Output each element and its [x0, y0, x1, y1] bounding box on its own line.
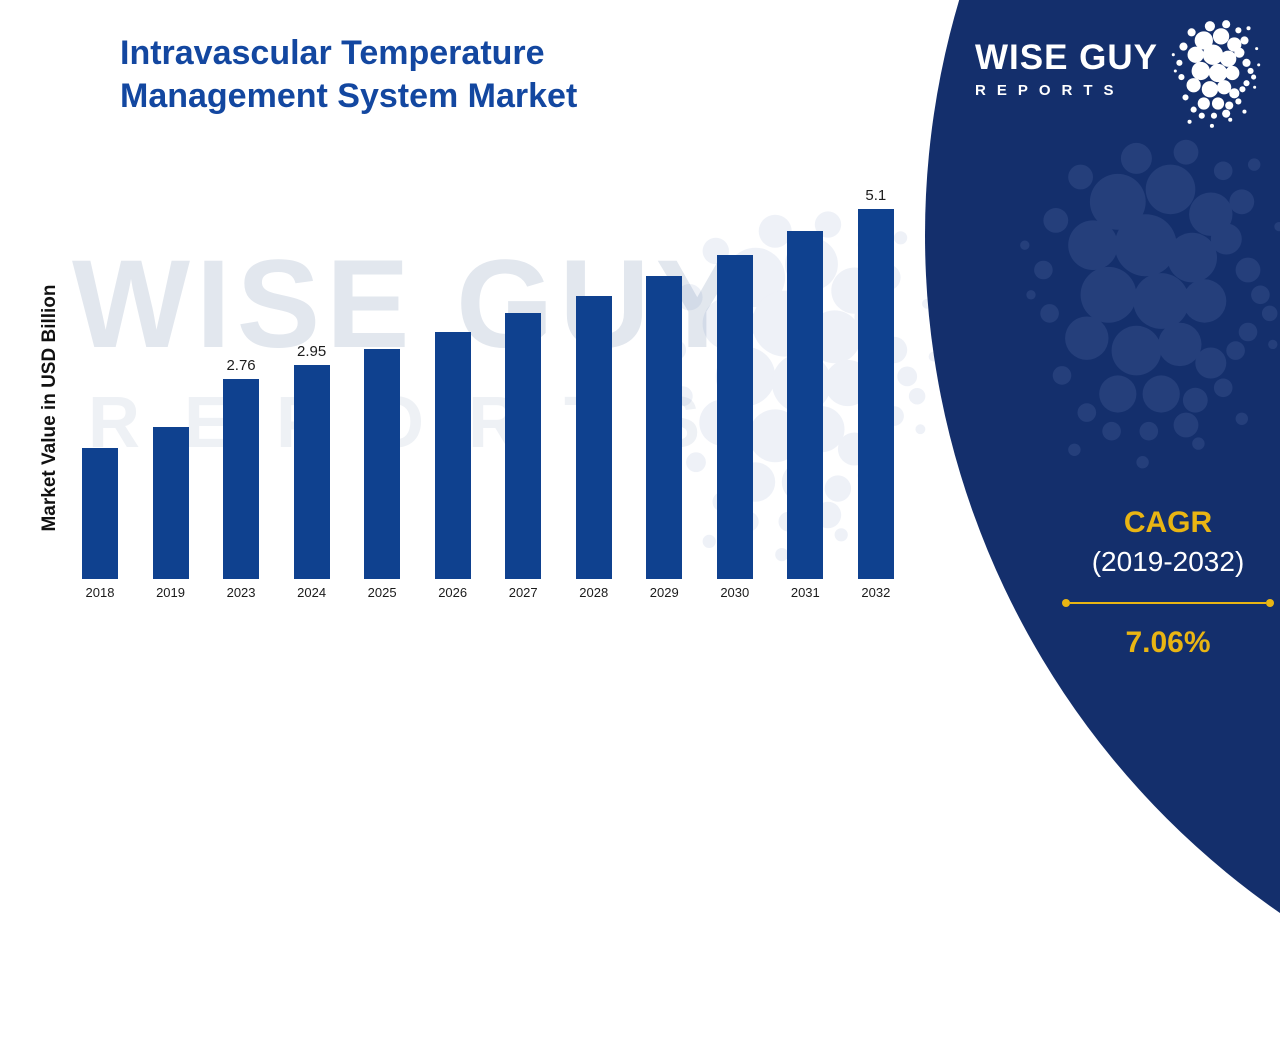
brand-logo: WISE GUY REPORTS [975, 38, 1158, 99]
divider-dot-right [1266, 599, 1274, 607]
bar-column: 2026 [433, 168, 473, 603]
bar [82, 448, 118, 579]
bar [223, 379, 260, 579]
watermark-wiseguy-text: WISE GUY [72, 235, 746, 374]
bar [716, 255, 753, 579]
divider-line [1070, 602, 1266, 604]
bar-column: 2030 [715, 168, 755, 603]
bar [293, 365, 330, 579]
bar-column: 2018 [80, 168, 120, 603]
bar-column: 2027 [503, 168, 543, 603]
bar-value-label: 2.76 [226, 357, 256, 374]
bar [575, 296, 612, 579]
bar-column: 5.1 2032 [856, 168, 896, 603]
bar [434, 332, 471, 579]
bar [152, 427, 189, 579]
page-title: Intravascular Temperature Management Sys… [120, 32, 577, 117]
bar-column: 2025 [362, 168, 402, 603]
cagr-block: CAGR (2019-2032) 7.06% [1062, 506, 1274, 660]
bar-column: 2028 [574, 168, 614, 603]
bar-value-label: 2.95 [296, 343, 327, 360]
bar-column: 2031 [785, 168, 825, 603]
bar [364, 349, 401, 579]
x-axis-tick-label: 2027 [508, 585, 538, 600]
divider-dot-left [1062, 599, 1070, 607]
cagr-label: CAGR [1123, 506, 1213, 539]
x-axis-tick-label: 2026 [438, 585, 468, 600]
bar [787, 231, 824, 579]
brand-logo-name: WISE GUY [975, 38, 1159, 77]
brand-logo-head-icon [1165, 12, 1267, 134]
x-axis-tick-label: 2019 [156, 585, 185, 600]
bar-chart: 2018 2019 2.76 2023 2.95 2024 2025 2026 2027 2028… [80, 168, 896, 603]
x-axis-tick-label: 2031 [790, 585, 820, 600]
x-axis-tick-label: 2018 [85, 585, 115, 600]
infographic-canvas: WISE GUY REPORTS Intravascular Temperatu… [39, 0, 1280, 1060]
x-axis-tick-label: 2028 [579, 585, 609, 600]
bar [505, 313, 542, 579]
bar [857, 209, 894, 579]
panel-head-silhouette-icon [1000, 115, 1280, 487]
cagr-range: (2019-2032) [1091, 546, 1245, 577]
cagr-divider [1062, 599, 1274, 607]
bar-value-label: 5.1 [865, 187, 887, 204]
bar [646, 276, 683, 579]
x-axis-tick-label: 2029 [649, 585, 679, 600]
page-title-line2: Management System Market [120, 76, 578, 115]
x-axis-tick-label: 2023 [226, 585, 256, 600]
x-axis-tick-label: 2030 [720, 585, 750, 600]
y-axis-label: Market Value in USD Billion [39, 284, 60, 532]
cagr-value: 7.06% [1125, 626, 1211, 659]
bar-column: 2019 [151, 168, 191, 603]
x-axis-tick-label: 2032 [861, 585, 891, 600]
brand-logo-subtitle: REPORTS [975, 82, 1125, 99]
page-title-line1: Intravascular Temperature [120, 34, 545, 72]
bar-column: 2.95 2024 [292, 168, 332, 603]
bar-column: 2029 [644, 168, 684, 603]
x-axis-tick-label: 2025 [367, 585, 397, 600]
bar-column: 2.76 2023 [221, 168, 261, 603]
x-axis-tick-label: 2024 [297, 585, 327, 600]
